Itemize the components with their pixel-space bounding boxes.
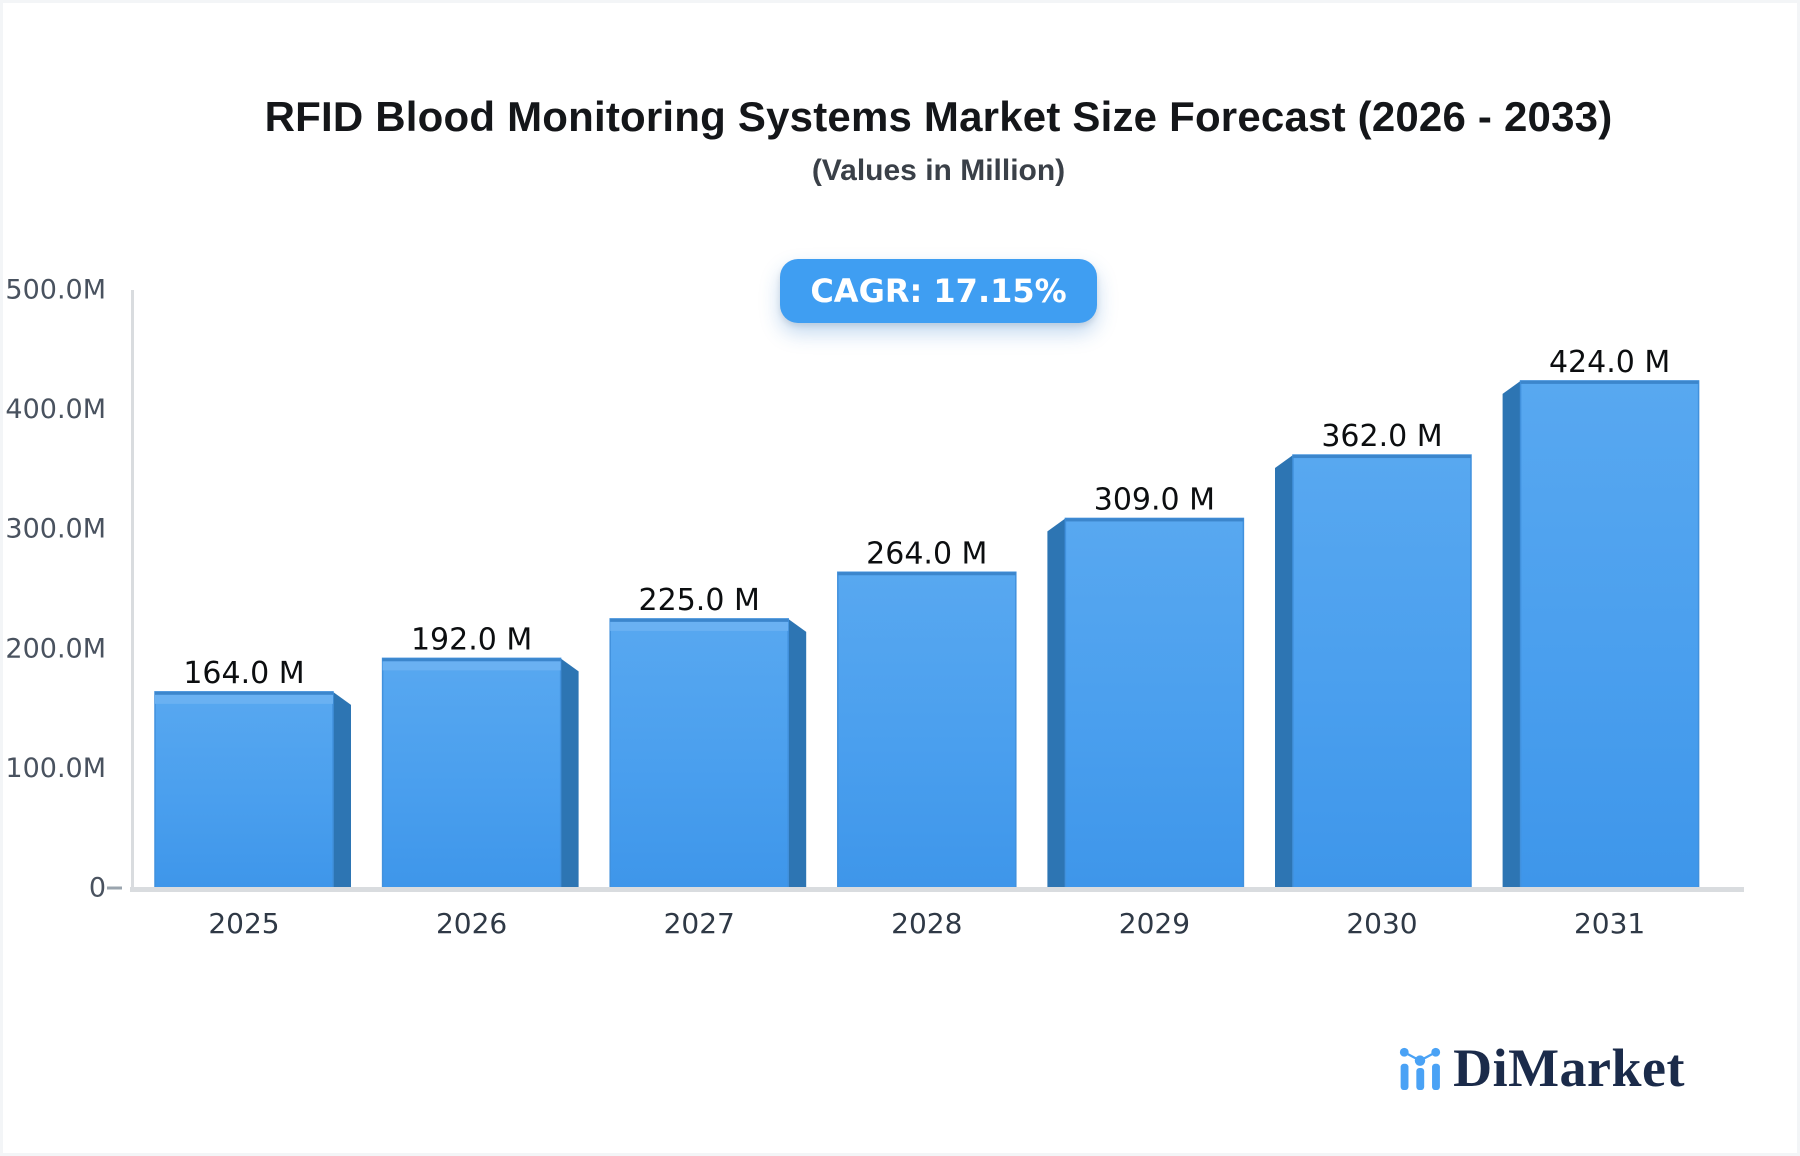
zero-tick-mark [107, 886, 122, 890]
bar-top-edge [837, 572, 1016, 576]
x-axis-label: 2025 [208, 907, 279, 940]
bar-side-face [1502, 380, 1521, 888]
x-axis-label: 2028 [891, 907, 962, 940]
cagr-badge-label: CAGR: 17.15% [810, 272, 1067, 310]
bar-top-highlight [610, 621, 789, 631]
bar-value-label: 225.0 M [639, 583, 760, 618]
x-axis-label: 2031 [1574, 907, 1645, 940]
bar-top-edge [610, 618, 789, 622]
bar-side-face [1047, 518, 1066, 888]
bar-value-label: 424.0 M [1549, 345, 1670, 380]
bar-top-edge [155, 691, 333, 695]
chart-title: RFID Blood Monitoring Systems Market Siz… [264, 93, 1613, 140]
dimarket-logo: DiMarket [1399, 1039, 1685, 1097]
y-axis-line [131, 290, 134, 891]
bar-value-label: 264.0 M [866, 536, 987, 571]
bar [609, 618, 789, 889]
bar-value-label: 192.0 M [411, 622, 532, 657]
bar [837, 571, 1017, 889]
bar [381, 657, 562, 889]
cagr-badge-row: CAGR: 17.15% [133, 259, 1744, 324]
y-tick-label: 300.0M [5, 514, 106, 545]
y-tick-label: 100.0M [5, 753, 106, 784]
bar-side-face [333, 691, 351, 888]
bar-value-label: 362.0 M [1321, 419, 1442, 454]
x-axis-line [130, 887, 1744, 892]
bar-top-highlight [382, 661, 561, 671]
cagr-badge: CAGR: 17.15% [780, 259, 1097, 324]
bar [1292, 454, 1472, 889]
bar-top-edge [382, 658, 561, 662]
bar-top-edge [1520, 380, 1699, 384]
bar [1519, 380, 1700, 889]
bar-top-edge [1293, 455, 1471, 459]
bar-side-face [788, 618, 807, 888]
x-axis-label: 2026 [436, 907, 507, 940]
bar-top-highlight [155, 694, 333, 704]
y-tick-label: 0 [89, 873, 106, 904]
bar-chart-plot: 500.0M 400.0M 300.0M 200.0M 100.0M 0 164.0 M 20… [5, 275, 1744, 940]
bar-value-label: 164.0 M [183, 656, 304, 691]
bar-value-label: 309.0 M [1094, 482, 1215, 517]
chart-subtitle: (Values in Million) [811, 154, 1066, 187]
x-axis-label: 2027 [664, 907, 735, 940]
logo-text: DiMarket [1453, 1038, 1685, 1098]
y-tick-label: 500.0M [5, 275, 106, 306]
bar [154, 691, 334, 889]
y-tick-label: 400.0M [5, 394, 106, 425]
x-axis-label: 2029 [1119, 907, 1190, 940]
bar [1064, 517, 1245, 889]
x-axis-label: 2030 [1346, 907, 1417, 940]
y-tick-label: 200.0M [5, 633, 106, 664]
bar-top-edge [1065, 518, 1244, 522]
bar-line-chart-icon [1399, 1047, 1441, 1090]
chart-header: RFID Blood Monitoring Systems Market Siz… [133, 93, 1744, 188]
bar-side-face [1275, 455, 1293, 888]
bar-side-face [560, 658, 579, 888]
